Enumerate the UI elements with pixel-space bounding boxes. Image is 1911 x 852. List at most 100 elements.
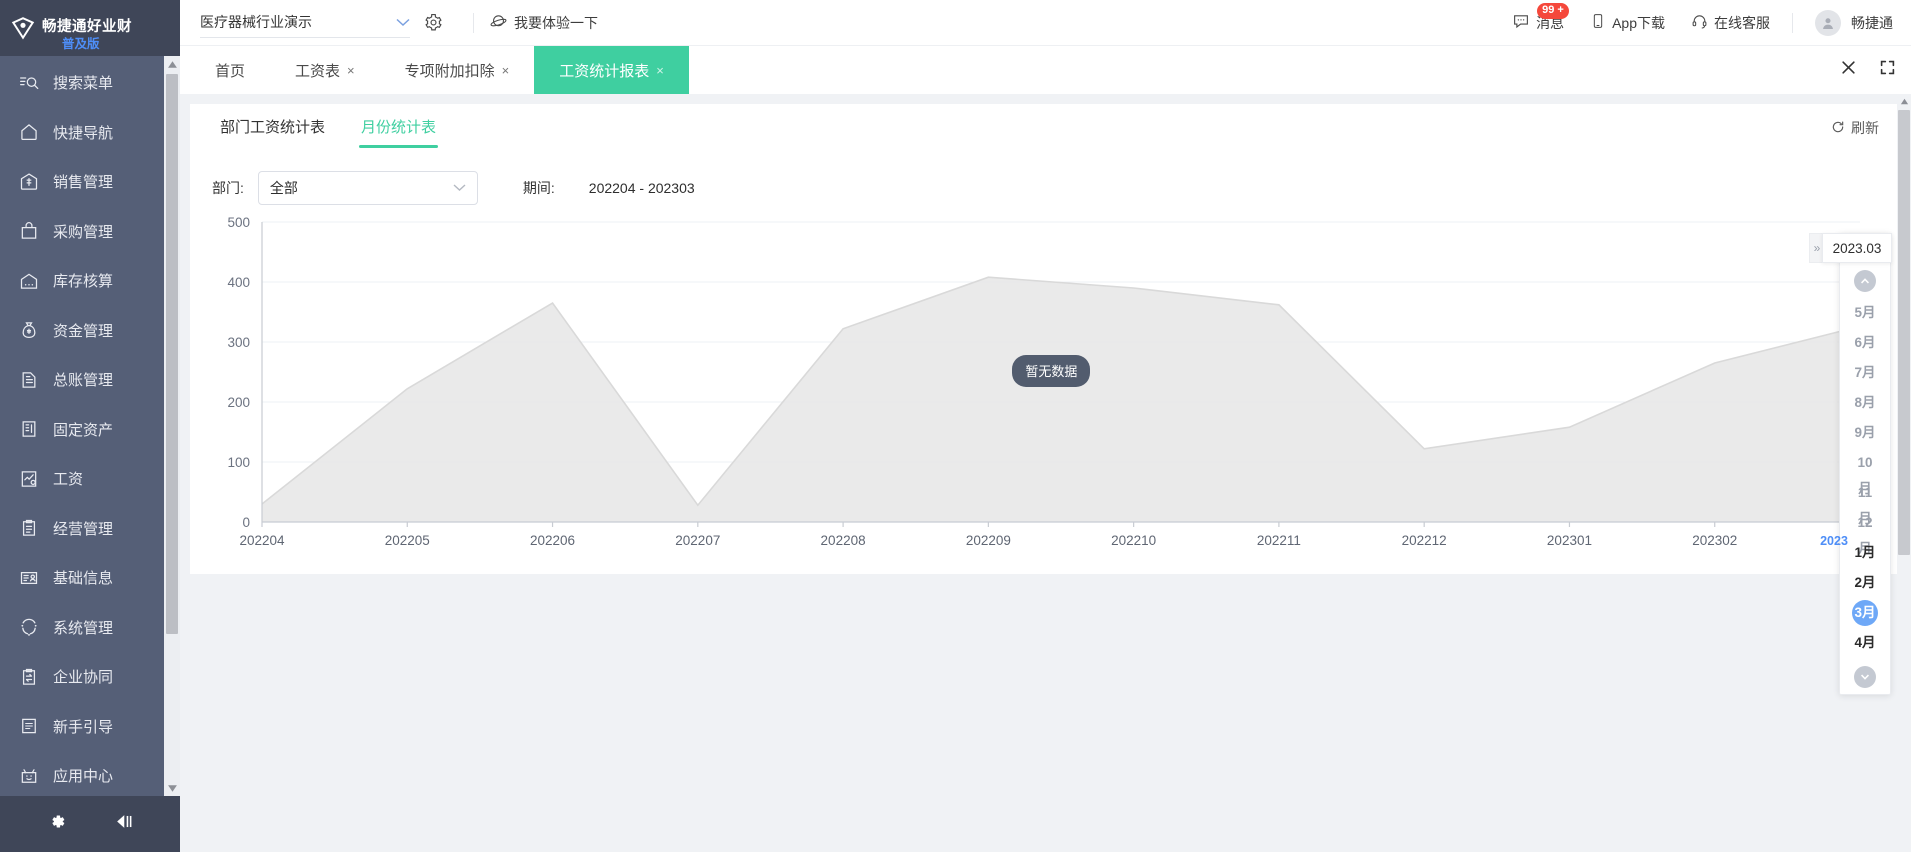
online-service-label: 在线客服	[1714, 14, 1770, 31]
guide-icon	[18, 715, 40, 737]
sub-tab-monthly-statistics[interactable]: 月份统计表	[343, 104, 454, 148]
sidebar-item-label: 企业协同	[53, 669, 114, 687]
tab-home[interactable]: 首页	[190, 46, 270, 94]
department-select-value: 全部	[269, 180, 298, 196]
sidebar-scrollbar-thumb[interactable]	[166, 74, 178, 634]
month-option[interactable]: 9月	[1854, 425, 1876, 440]
online-service-button[interactable]: 在线客服	[1691, 13, 1770, 33]
month-list: 5月 6月 7月 8月 9月 10月 11月 12月 2023 1月 2月 3月 4月	[1820, 296, 1878, 660]
avatar-person-icon	[1823, 17, 1833, 29]
sidebar-item-collaboration[interactable]: 企业协同	[0, 652, 180, 702]
sidebar-item-search-menu[interactable]: 搜索菜单	[0, 58, 180, 108]
sidebar-item-inventory[interactable]: 库存核算	[0, 256, 180, 306]
app-download-label: App下载	[1612, 14, 1665, 31]
y-axis-tick-label: 500	[227, 215, 250, 230]
x-axis-tick-label: 202210	[1111, 533, 1156, 548]
sidebar-item-quick-nav[interactable]: 快捷导航	[0, 108, 180, 158]
gear-icon[interactable]	[48, 812, 67, 836]
sidebar-item-basic-info[interactable]: 基础信息	[0, 553, 180, 603]
sidebar-item-fixed-assets[interactable]: 固定资产	[0, 405, 180, 455]
collapse-sidebar-icon[interactable]	[114, 812, 133, 836]
month-option[interactable]: 7月	[1854, 365, 1876, 380]
experience-label: 我要体验一下	[514, 14, 598, 31]
sub-tab-department-salary[interactable]: 部门工资统计表	[202, 104, 343, 148]
user-menu[interactable]: 畅捷通	[1792, 9, 1893, 36]
main-area: 医疗器械行业演示 我要体验一下	[180, 0, 1911, 852]
sidebar-item-newbie-guide[interactable]: 新手引导	[0, 702, 180, 752]
sidebar-item-label: 资金管理	[53, 322, 114, 340]
tab-label: 工资表	[295, 62, 341, 80]
sidebar-item-payroll[interactable]: 工资	[0, 454, 180, 504]
month-option[interactable]: 12月	[1857, 515, 1873, 556]
tab-strip: 首页 工资表 × 专项附加扣除 × 工资统计报表 ×	[180, 46, 1911, 94]
sidebar-item-funds[interactable]: 资金管理	[0, 306, 180, 356]
month-option[interactable]: 8月	[1854, 395, 1876, 410]
sidebar-item-app-center[interactable]: 应用中心	[0, 751, 180, 796]
triangle-up-icon[interactable]	[1897, 94, 1911, 108]
org-name: 医疗器械行业演示	[200, 14, 312, 30]
sidebar-item-label: 库存核算	[53, 273, 114, 291]
refresh-label: 刷新	[1851, 120, 1879, 136]
no-data-tooltip: 暂无数据	[1012, 355, 1091, 388]
department-select[interactable]: 全部	[257, 171, 478, 205]
monthly-salary-area-chart: 0 100 200 300 400 500 202204 202205 202206 202207…	[190, 214, 1901, 584]
sidebar-item-sales[interactable]: 销售管理	[0, 157, 180, 207]
sidebar-item-system[interactable]: 系统管理	[0, 603, 180, 653]
month-option[interactable]: 6月	[1854, 335, 1876, 350]
sidebar-item-label: 固定资产	[53, 421, 114, 439]
month-option[interactable]: 11月	[1857, 485, 1873, 526]
org-selector[interactable]: 医疗器械行业演示	[200, 8, 410, 38]
tab-payroll-table[interactable]: 工资表 ×	[270, 46, 380, 94]
close-window-icon[interactable]	[1841, 60, 1856, 80]
triangle-down-icon[interactable]	[164, 780, 180, 796]
content-scrollbar-thumb[interactable]	[1898, 110, 1910, 555]
refresh-button[interactable]: 刷新	[1831, 118, 1879, 138]
tab-special-deduction[interactable]: 专项附加扣除 ×	[380, 46, 535, 94]
double-chevron-right-icon[interactable]: »	[1809, 233, 1824, 263]
x-axis-tick-label: 202205	[385, 533, 430, 548]
sidebar-item-purchase[interactable]: 采购管理	[0, 207, 180, 257]
chevron-up-circle-icon[interactable]	[1854, 270, 1876, 292]
x-axis-tick-label: 202206	[530, 533, 575, 548]
chevron-down-circle-icon[interactable]	[1854, 666, 1876, 688]
close-icon[interactable]: ×	[656, 62, 664, 78]
sidebar-scrollbar[interactable]	[164, 56, 180, 796]
x-axis-tick-label: 202208	[821, 533, 866, 548]
purchase-bag-icon	[18, 220, 40, 242]
app-center-icon	[18, 765, 40, 787]
month-option[interactable]: 10月	[1857, 455, 1873, 496]
close-icon[interactable]: ×	[501, 62, 510, 78]
department-filter-label: 部门:	[212, 180, 244, 196]
month-option[interactable]: 5月	[1854, 305, 1876, 320]
window-controls	[1841, 46, 1911, 94]
month-picker-current-period: 2023.03	[1822, 233, 1892, 263]
fullscreen-icon[interactable]	[1880, 60, 1895, 80]
month-option[interactable]: 2月	[1854, 575, 1876, 590]
sidebar-item-label: 搜索菜单	[53, 75, 114, 93]
sidebar-item-label: 总账管理	[53, 372, 114, 390]
collab-icon	[18, 666, 40, 688]
close-icon[interactable]: ×	[347, 62, 355, 78]
sidebar-menu: 搜索菜单 快捷导航	[0, 56, 180, 796]
brand-edition: 普及版	[62, 37, 100, 51]
content-scrollbar[interactable]	[1897, 94, 1911, 852]
month-option[interactable]: 3月	[1852, 600, 1878, 626]
sub-tab-label: 月份统计表	[361, 118, 437, 136]
sidebar-item-label: 系统管理	[53, 619, 114, 637]
period-filter-label: 期间:	[522, 180, 555, 196]
app-download-button[interactable]: App下载	[1590, 13, 1665, 33]
headset-icon	[1691, 13, 1708, 33]
sidebar-item-ledger[interactable]: 总账管理	[0, 355, 180, 405]
tab-payroll-statistics-report[interactable]: 工资统计报表 ×	[534, 46, 689, 94]
settings-gear-button[interactable]	[424, 13, 443, 32]
triangle-up-icon[interactable]	[164, 56, 180, 72]
chevron-down-icon	[396, 15, 410, 30]
experience-button[interactable]: 我要体验一下	[490, 13, 598, 33]
sidebar-item-operations[interactable]: 经营管理	[0, 504, 180, 554]
month-option[interactable]: 1月	[1854, 545, 1876, 560]
month-option[interactable]: 4月	[1854, 635, 1876, 650]
messages-button[interactable]: 消息 99 +	[1512, 3, 1569, 33]
header-divider	[1792, 12, 1793, 33]
building-icon	[18, 418, 40, 440]
chart-area-fill	[262, 277, 1860, 522]
